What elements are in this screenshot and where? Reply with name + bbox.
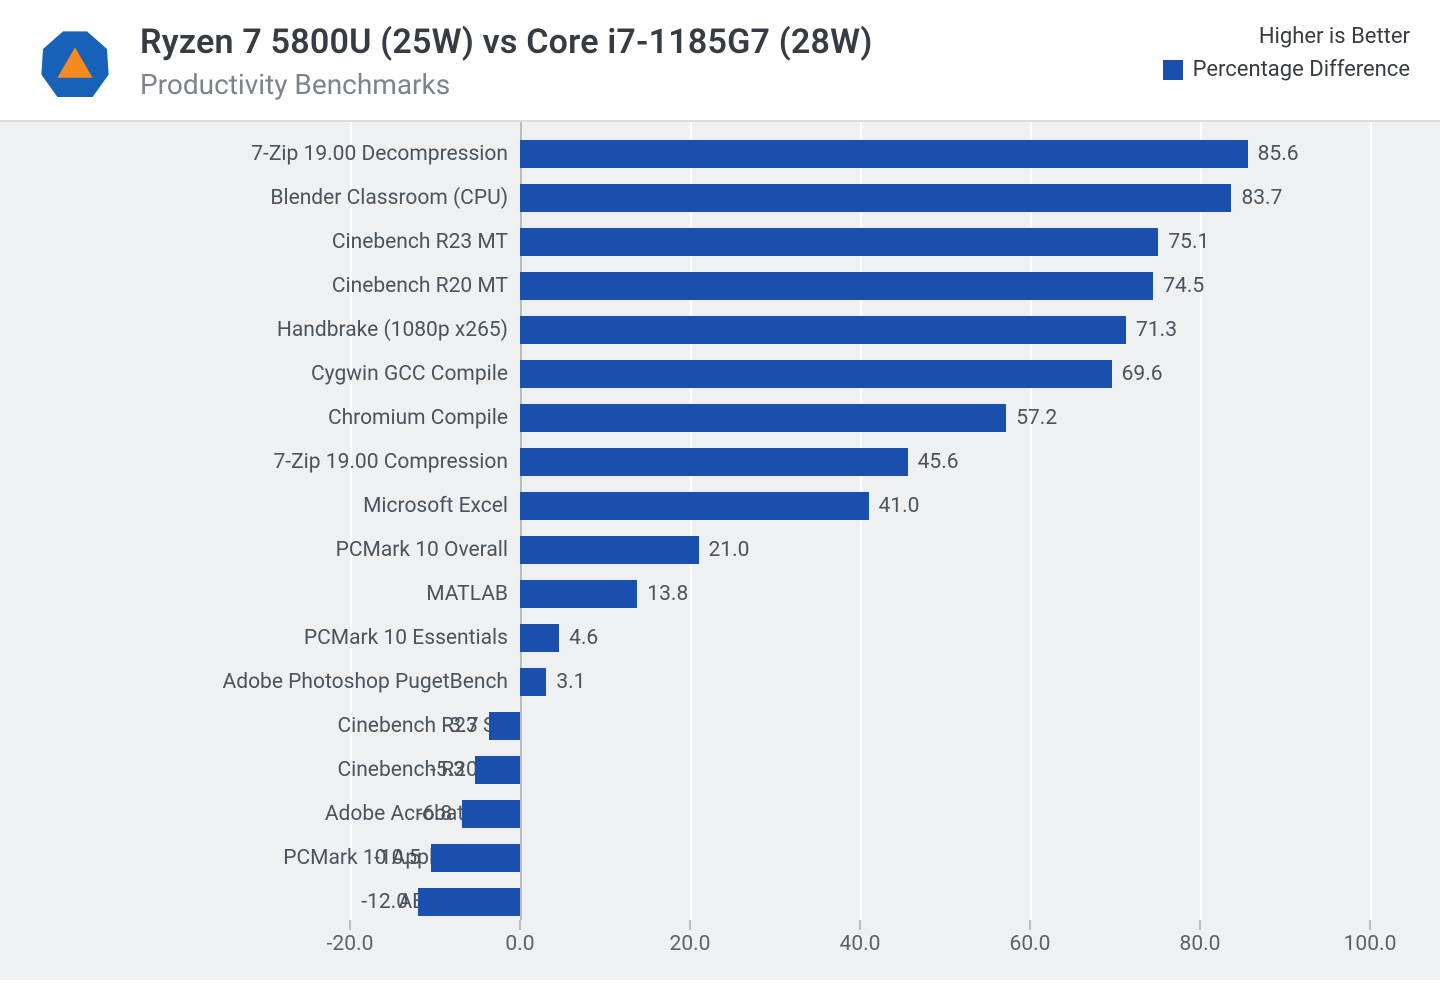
bar (462, 800, 520, 828)
value-label: 69.6 (1112, 354, 1173, 394)
bar-row: PCMark 10 Applications-10.5 (0, 838, 1440, 878)
x-axis: -20.0 0.0 20.0 40.0 60.0 80.0 100.0 (0, 920, 1440, 980)
category-label: PCMark 10 Essentials (304, 618, 520, 658)
value-label: 4.6 (559, 618, 608, 658)
bar-row: Cinebench R23 ST-3.7 (0, 706, 1440, 746)
bar-row: Blender Classroom (CPU) 83.7 (0, 178, 1440, 218)
value-label: 21.0 (699, 530, 760, 570)
bar-row: Microsoft Excel 41.0 (0, 486, 1440, 526)
legend-note: Higher is Better (1163, 24, 1410, 49)
bar (520, 228, 1158, 256)
bar-row: AES-256 ST-12.0 (0, 882, 1440, 922)
x-tick-label: 40.0 (840, 932, 881, 956)
x-tick-mark (519, 920, 521, 930)
bar-row: Cinebench R23 MT 75.1 (0, 222, 1440, 262)
bar-row: Adobe Photoshop PugetBench 3.1 (0, 662, 1440, 702)
value-label: -3.7 (434, 706, 489, 746)
category-label: 7-Zip 19.00 Compression (273, 442, 520, 482)
benchmark-chart: Ryzen 7 5800U (25W) vs Core i7-1185G7 (2… (0, 0, 1440, 1000)
value-label: 3.1 (546, 662, 595, 702)
x-tick-label: 100.0 (1344, 932, 1397, 956)
bar (520, 492, 869, 520)
x-tick-mark (859, 920, 861, 930)
bar-row: Cinebench R20 MT 74.5 (0, 266, 1440, 306)
bar (431, 844, 520, 872)
bar (520, 360, 1112, 388)
bar-row: PCMark 10 Essentials 4.6 (0, 618, 1440, 658)
brand-logo (30, 20, 120, 110)
value-label: -5.3 (420, 750, 475, 790)
value-label: -6.8 (407, 794, 462, 834)
bar-row: 7-Zip 19.00 Compression 45.6 (0, 442, 1440, 482)
bar (520, 580, 637, 608)
value-label: 71.3 (1126, 310, 1187, 350)
category-label: Handbrake (1080p x265) (277, 310, 520, 350)
bar (520, 404, 1006, 432)
legend: Higher is Better Percentage Difference (1163, 20, 1410, 82)
bar-row: Cygwin GCC Compile 69.6 (0, 354, 1440, 394)
x-tick-mark (1199, 920, 1201, 930)
value-label: -10.5 (364, 838, 431, 878)
legend-label: Percentage Difference (1193, 57, 1410, 82)
legend-row: Percentage Difference (1163, 57, 1410, 82)
x-tick-label: 20.0 (670, 932, 711, 956)
bar (520, 272, 1153, 300)
category-label: MATLAB (426, 574, 520, 614)
bar-row: Cinebench R20 ST-5.3 (0, 750, 1440, 790)
value-label: 45.6 (908, 442, 969, 482)
bar-row: MATLAB 13.8 (0, 574, 1440, 614)
octagon-logo-icon (35, 25, 115, 105)
inner-plot: 7-Zip 19.00 Decompression85.6Blender Cla… (0, 122, 1440, 920)
category-label: 7-Zip 19.00 Decompression (251, 134, 520, 174)
bar (489, 712, 520, 740)
bar (520, 668, 546, 696)
category-label: Cinebench R23 MT (332, 222, 520, 262)
category-label: Adobe Photoshop PugetBench (223, 662, 520, 702)
bar-row: Handbrake (1080p x265) 71.3 (0, 310, 1440, 350)
bar (520, 316, 1126, 344)
x-tick-label: 60.0 (1010, 932, 1051, 956)
value-label: 41.0 (869, 486, 930, 526)
value-label: 83.7 (1231, 178, 1292, 218)
x-tick-label: 80.0 (1180, 932, 1221, 956)
bar (520, 140, 1248, 168)
chart-subtitle: Productivity Benchmarks (140, 68, 1143, 101)
bar-row: PCMark 10 Overall 21.0 (0, 530, 1440, 570)
bar-row: Chromium Compile 57.2 (0, 398, 1440, 438)
x-tick-label: -20.0 (327, 932, 374, 956)
category-label: Cinebench R20 MT (332, 266, 520, 306)
bar (520, 536, 699, 564)
value-label: 74.5 (1153, 266, 1214, 306)
bar (475, 756, 520, 784)
bar (520, 448, 908, 476)
bar-row: Adobe Acrobat PDF-6.8 (0, 794, 1440, 834)
value-label: -12.0 (351, 882, 418, 922)
bar (520, 184, 1231, 212)
bar-row: 7-Zip 19.00 Decompression 85.6 (0, 134, 1440, 174)
x-tick-mark (349, 920, 351, 930)
x-tick-mark (1369, 920, 1371, 930)
title-block: Ryzen 7 5800U (25W) vs Core i7-1185G7 (2… (140, 20, 1143, 101)
category-label: Cygwin GCC Compile (311, 354, 520, 394)
chart-title: Ryzen 7 5800U (25W) vs Core i7-1185G7 (2… (140, 22, 1143, 62)
category-label: PCMark 10 Overall (336, 530, 520, 570)
value-label: 13.8 (637, 574, 698, 614)
plot-area: 7-Zip 19.00 Decompression85.6Blender Cla… (0, 120, 1440, 980)
x-tick-mark (689, 920, 691, 930)
value-label: 85.6 (1248, 134, 1309, 174)
x-tick-mark (1029, 920, 1031, 930)
bar (520, 624, 559, 652)
category-label: Blender Classroom (CPU) (270, 178, 520, 218)
x-tick-label: 0.0 (505, 932, 534, 956)
category-label: Chromium Compile (328, 398, 520, 438)
value-label: 57.2 (1006, 398, 1067, 438)
legend-swatch (1163, 60, 1183, 80)
bar (418, 888, 520, 916)
category-label: Microsoft Excel (363, 486, 520, 526)
chart-header: Ryzen 7 5800U (25W) vs Core i7-1185G7 (2… (0, 0, 1440, 120)
value-label: 75.1 (1158, 222, 1219, 262)
